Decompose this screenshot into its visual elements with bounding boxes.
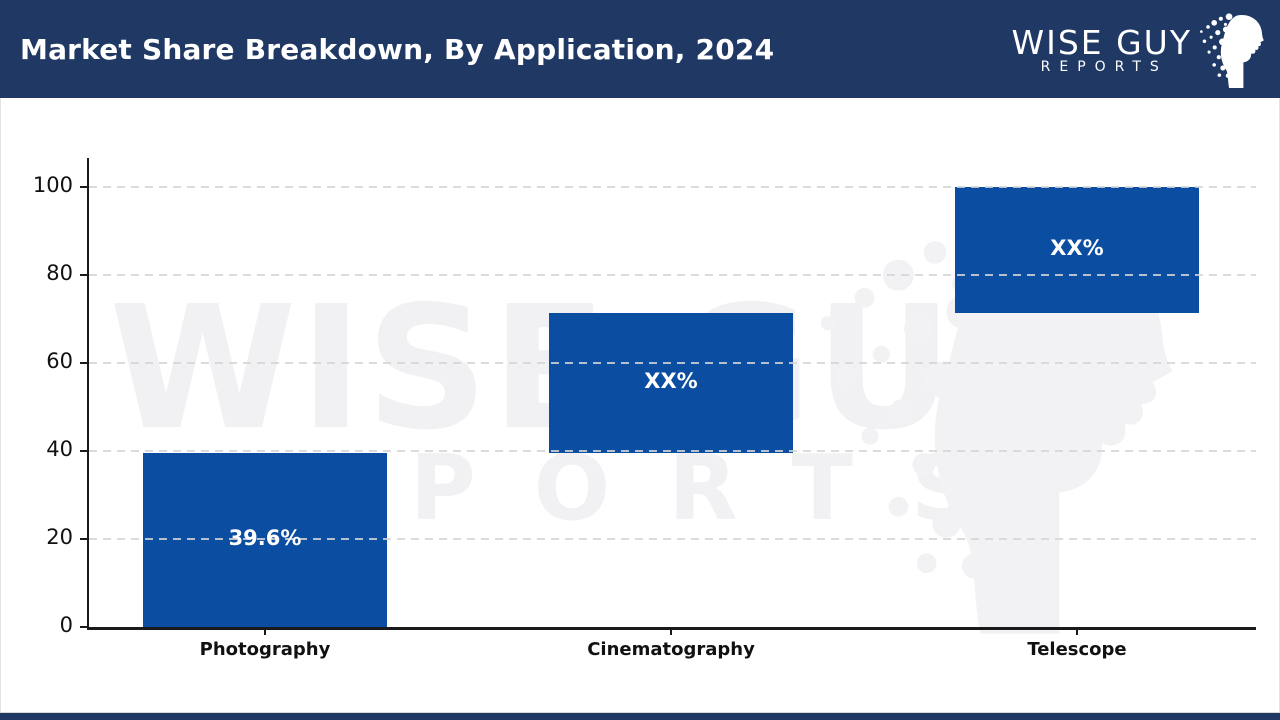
waterfall-chart: 0 20 40 60 80 100 39.6% Photography XX% Cinematog… xyxy=(1,98,1279,712)
logo-reports-text: REPORTS xyxy=(1040,59,1168,75)
bar-value-label: 39.6% xyxy=(228,525,302,550)
y-axis-tick-mark xyxy=(80,274,89,276)
x-axis-category-label: Telescope xyxy=(1027,639,1127,660)
x-axis-tick-mark xyxy=(264,627,266,635)
logo: WISE GUY REPORTS xyxy=(1011,11,1268,88)
logo-text: WISE GUY REPORTS xyxy=(1011,23,1192,75)
gridline xyxy=(89,538,1256,540)
header: Market Share Breakdown, By Application, … xyxy=(0,0,1280,98)
logo-wiseguy-text: WISE GUY xyxy=(1011,23,1192,62)
gridline xyxy=(89,450,1256,452)
chart-area: WISE GUY REPORTS 0 20 40 60 80 100 39.6% Photog… xyxy=(0,98,1280,713)
gridline xyxy=(89,186,1256,188)
x-axis-category-label: Photography xyxy=(199,639,331,660)
x-axis-tick-mark xyxy=(670,627,672,635)
y-axis-tick-label: 40 xyxy=(46,437,73,461)
y-axis-tick-mark xyxy=(80,450,89,452)
gridline xyxy=(89,274,1256,276)
bar-value-label: XX% xyxy=(644,369,698,394)
page-title: Market Share Breakdown, By Application, … xyxy=(20,32,775,66)
y-axis-tick-mark xyxy=(80,626,89,628)
y-axis-tick-label: 20 xyxy=(46,525,73,549)
logo-face-icon xyxy=(1186,11,1268,88)
y-axis-tick-mark xyxy=(80,538,89,540)
x-axis-line xyxy=(87,627,1256,630)
footer-bar xyxy=(0,713,1280,720)
y-axis-line xyxy=(87,158,89,630)
x-axis-category-label: Cinematography xyxy=(587,639,755,660)
y-axis-tick-mark xyxy=(80,362,89,364)
y-axis-tick-label: 0 xyxy=(59,613,73,637)
bar-value-label: XX% xyxy=(1050,236,1104,261)
bar-segment xyxy=(549,313,793,453)
y-axis-tick-mark xyxy=(80,186,89,188)
y-axis-tick-label: 80 xyxy=(46,261,73,285)
y-axis-tick-label: 100 xyxy=(32,173,73,197)
bar-segment xyxy=(955,187,1199,314)
gridline xyxy=(89,362,1256,364)
y-axis-tick-label: 60 xyxy=(46,349,73,373)
x-axis-tick-mark xyxy=(1076,627,1078,635)
